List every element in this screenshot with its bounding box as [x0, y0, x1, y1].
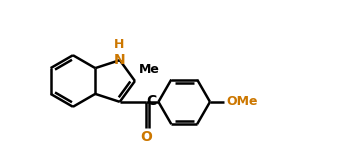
Text: N: N — [114, 53, 126, 67]
Text: O: O — [140, 130, 152, 144]
Text: Me: Me — [139, 63, 160, 76]
Text: OMe: OMe — [226, 95, 258, 108]
Text: C: C — [147, 94, 157, 108]
Text: H: H — [114, 38, 124, 51]
